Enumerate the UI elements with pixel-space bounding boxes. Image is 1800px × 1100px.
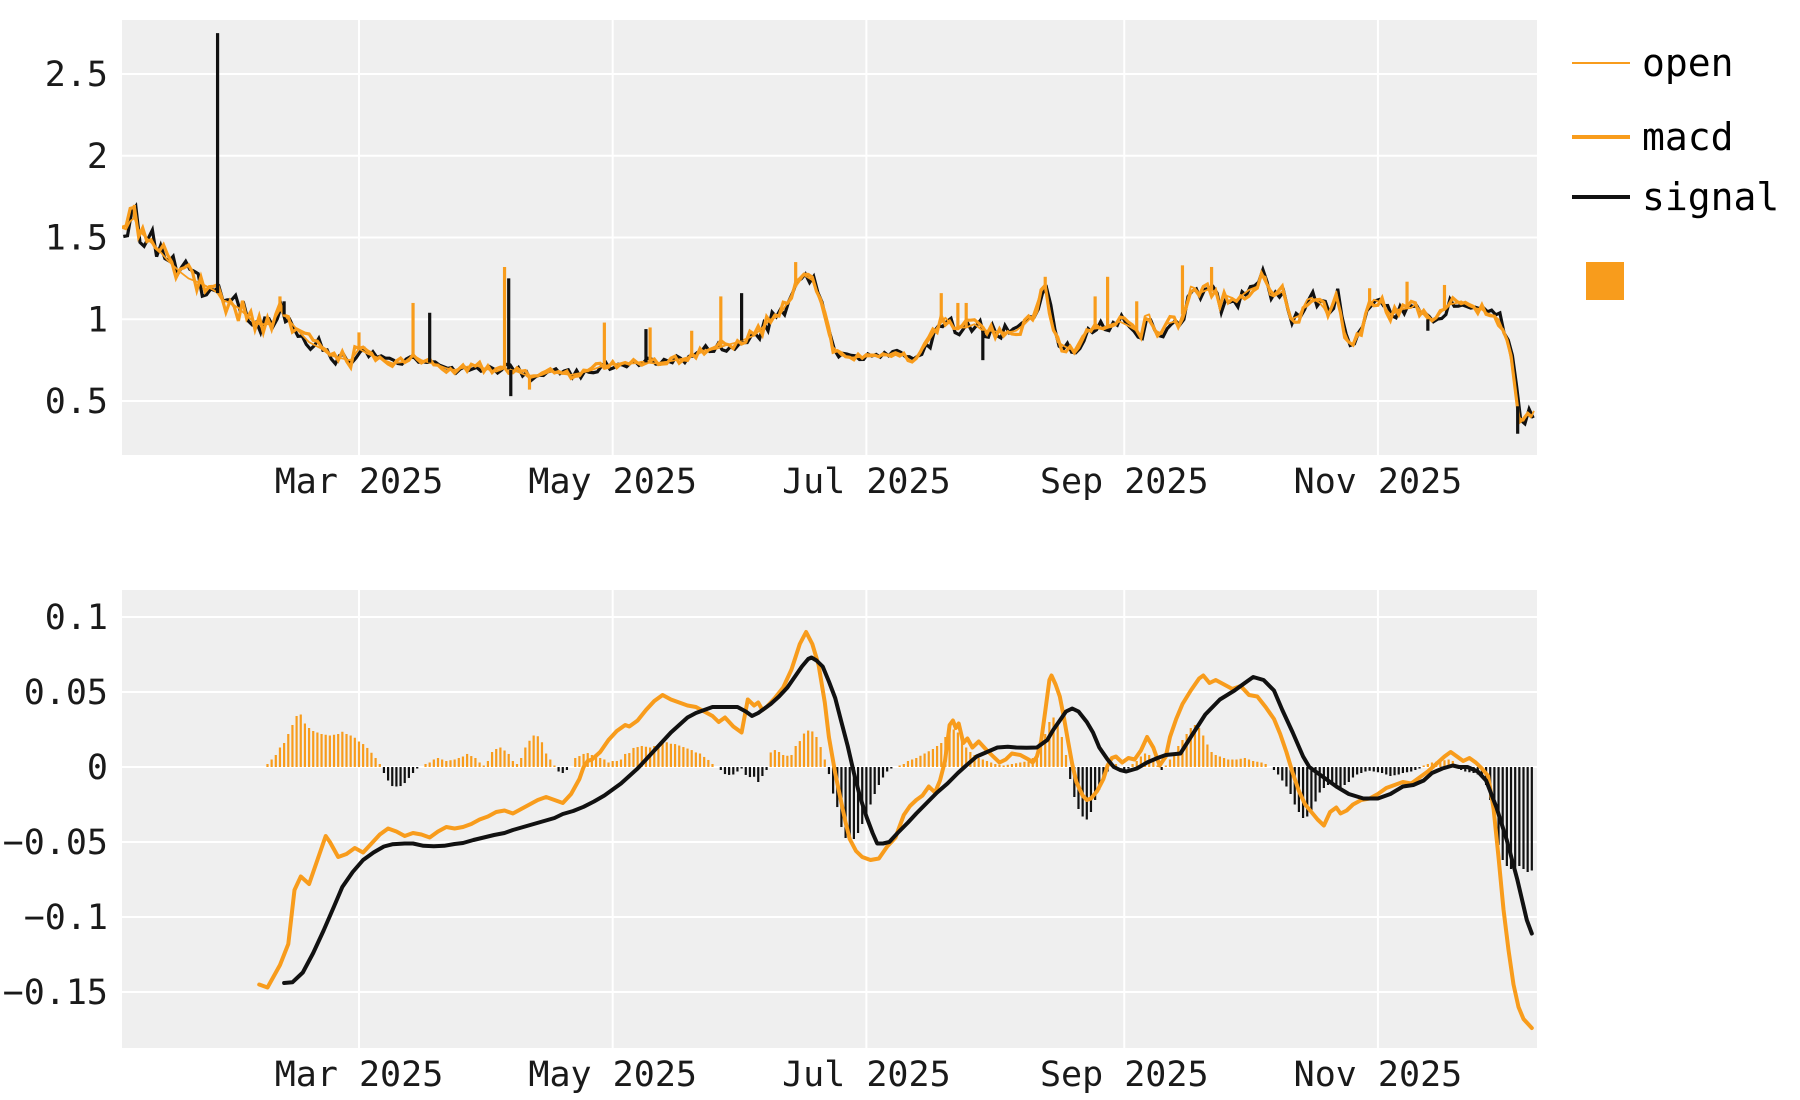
y-tick-label: 0 (87, 748, 108, 788)
legend-item-macd: macd (1572, 115, 1734, 159)
macd-line (257, 630, 1534, 1030)
price-spikes (132, 33, 1520, 434)
signal-line (282, 655, 1534, 985)
y-tick-label: 0.1 (45, 598, 108, 638)
x-tick-label: Nov 2025 (1294, 462, 1463, 502)
x-tick-label: Jul 2025 (782, 462, 951, 502)
macd-x-tick-labels: Mar 2025 May 2025 Jul 2025 Sep 2025 Nov 2025 (275, 1055, 1463, 1095)
macd-gridlines (122, 590, 1537, 1048)
price-panel: 0.5 1 1.5 2 2.5 Mar 2025 May 2025 Jul 2025 Sep 2… (45, 20, 1537, 502)
x-tick-label: May 2025 (528, 1055, 697, 1095)
macd-y-tick-labels: 0.1 0.05 0 −0.05 −0.1 −0.15 (3, 598, 108, 1013)
price-y-tick-labels: 0.5 1 1.5 2 2.5 (45, 55, 108, 422)
macd-plot-area (257, 630, 1534, 1030)
legend-item-histogram (1586, 262, 1624, 300)
legend-label: macd (1642, 115, 1734, 159)
y-tick-label: 2.5 (45, 55, 108, 95)
y-tick-label: −0.1 (24, 898, 108, 938)
price-x-tick-labels: Mar 2025 May 2025 Jul 2025 Sep 2025 Nov 2025 (275, 462, 1463, 502)
macd-panel: 0.1 0.05 0 −0.05 −0.1 −0.15 Mar 2025 May 2025 Ju… (3, 590, 1537, 1095)
x-tick-label: Sep 2025 (1040, 462, 1209, 502)
legend-item-signal: signal (1572, 175, 1779, 219)
legend-label: signal (1642, 175, 1779, 219)
x-tick-label: Mar 2025 (275, 462, 444, 502)
histogram-swatch-square (1586, 262, 1624, 300)
x-tick-label: Nov 2025 (1294, 1055, 1463, 1095)
y-tick-label: 2 (87, 137, 108, 177)
y-tick-label: 0.5 (45, 382, 108, 422)
legend: open macd signal (1572, 41, 1779, 300)
x-tick-label: May 2025 (528, 462, 697, 502)
x-tick-label: Jul 2025 (782, 1055, 951, 1095)
y-tick-label: −0.05 (3, 823, 108, 863)
macd-background (122, 590, 1537, 1048)
open-line (122, 217, 1535, 422)
legend-item-open: open (1572, 41, 1734, 85)
y-tick-label: 0.05 (24, 673, 108, 713)
x-tick-label: Mar 2025 (275, 1055, 444, 1095)
x-tick-label: Sep 2025 (1040, 1055, 1209, 1095)
y-tick-label: 1.5 (45, 219, 108, 259)
open-noise-orange-line (122, 205, 1533, 426)
y-tick-label: −0.15 (3, 973, 108, 1013)
legend-label: open (1642, 41, 1734, 85)
price-plot-area (122, 33, 1535, 434)
price-gridlines (122, 20, 1537, 455)
y-tick-label: 1 (87, 300, 108, 340)
